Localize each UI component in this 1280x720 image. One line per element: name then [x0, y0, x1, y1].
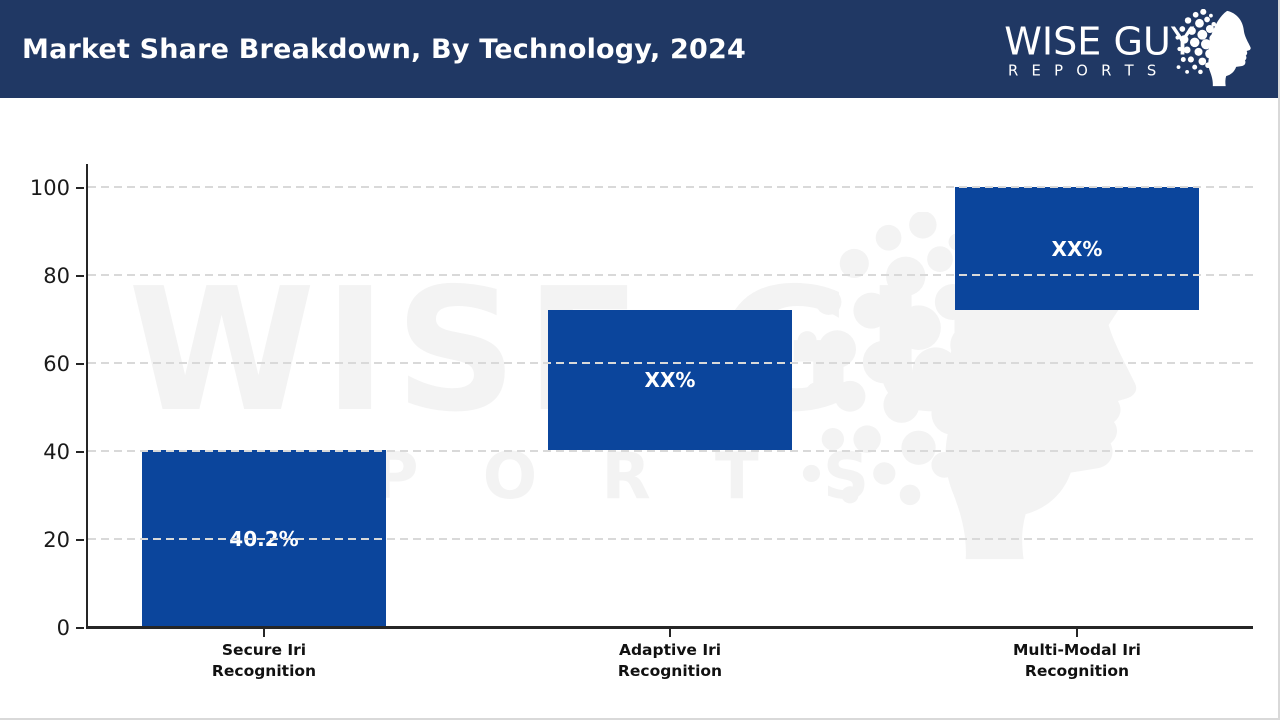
bar-segment: XX%	[548, 310, 792, 451]
y-tick-label: 40	[43, 440, 70, 464]
x-axis-category: Adaptive Iri Recognition	[618, 640, 722, 682]
y-tick-label: 100	[29, 176, 70, 200]
gridline	[88, 186, 1253, 188]
y-tick-mark	[76, 363, 84, 365]
wise-guy-logo-icon: WISE GUY R E P O R T S	[1004, 9, 1251, 87]
bar-value-label: XX%	[644, 368, 696, 393]
gridline	[88, 450, 1253, 452]
y-tick: 80	[0, 264, 84, 288]
x-axis-category-line: Multi-Modal Iri	[1013, 641, 1141, 659]
y-tick: 40	[0, 440, 84, 464]
x-tick-mark	[1076, 629, 1078, 637]
y-tick-label: 0	[56, 616, 70, 640]
bar-value-label: XX%	[1051, 236, 1103, 261]
y-tick-mark	[76, 187, 84, 189]
brand-logo: WISE GUY R E P O R T S	[1004, 9, 1254, 89]
x-axis-line	[86, 626, 1253, 629]
y-tick-label: 60	[43, 352, 70, 376]
x-tick-mark	[669, 629, 671, 637]
y-tick-mark	[76, 539, 84, 541]
x-axis-category: Secure Iri Recognition	[212, 640, 316, 682]
y-tick-label: 80	[43, 264, 70, 288]
x-axis-category-line: Secure Iri	[221, 641, 307, 659]
x-axis-category-line: Recognition	[211, 662, 317, 680]
logo-sub-text: R E P O R T S	[1008, 63, 1161, 80]
x-axis-category: Multi-Modal Iri Recognition	[1013, 640, 1141, 682]
header-bar: Market Share Breakdown, By Technology, 2…	[0, 0, 1278, 98]
y-tick-label: 20	[43, 528, 70, 552]
y-tick: 0	[0, 616, 84, 640]
gridline	[88, 538, 1253, 540]
x-axis-category-line: Recognition	[617, 662, 723, 680]
logo-brand-text: WISE GUY	[1004, 20, 1195, 64]
y-tick-mark	[76, 451, 84, 453]
y-tick-mark	[76, 275, 84, 277]
x-axis-category-line: Adaptive Iri	[618, 641, 722, 659]
y-axis-line	[86, 164, 88, 629]
y-tick: 100	[0, 176, 84, 200]
logo-face-icon	[1175, 9, 1251, 87]
gridline	[88, 274, 1253, 276]
x-axis-category-line: Recognition	[1024, 662, 1130, 680]
y-tick-mark	[76, 627, 84, 629]
x-tick-mark	[263, 629, 265, 637]
chart-title: Market Share Breakdown, By Technology, 2…	[22, 33, 747, 65]
gridline	[88, 362, 1253, 364]
y-tick: 60	[0, 352, 84, 376]
y-tick: 20	[0, 528, 84, 552]
bar-segment: XX%	[955, 187, 1199, 311]
